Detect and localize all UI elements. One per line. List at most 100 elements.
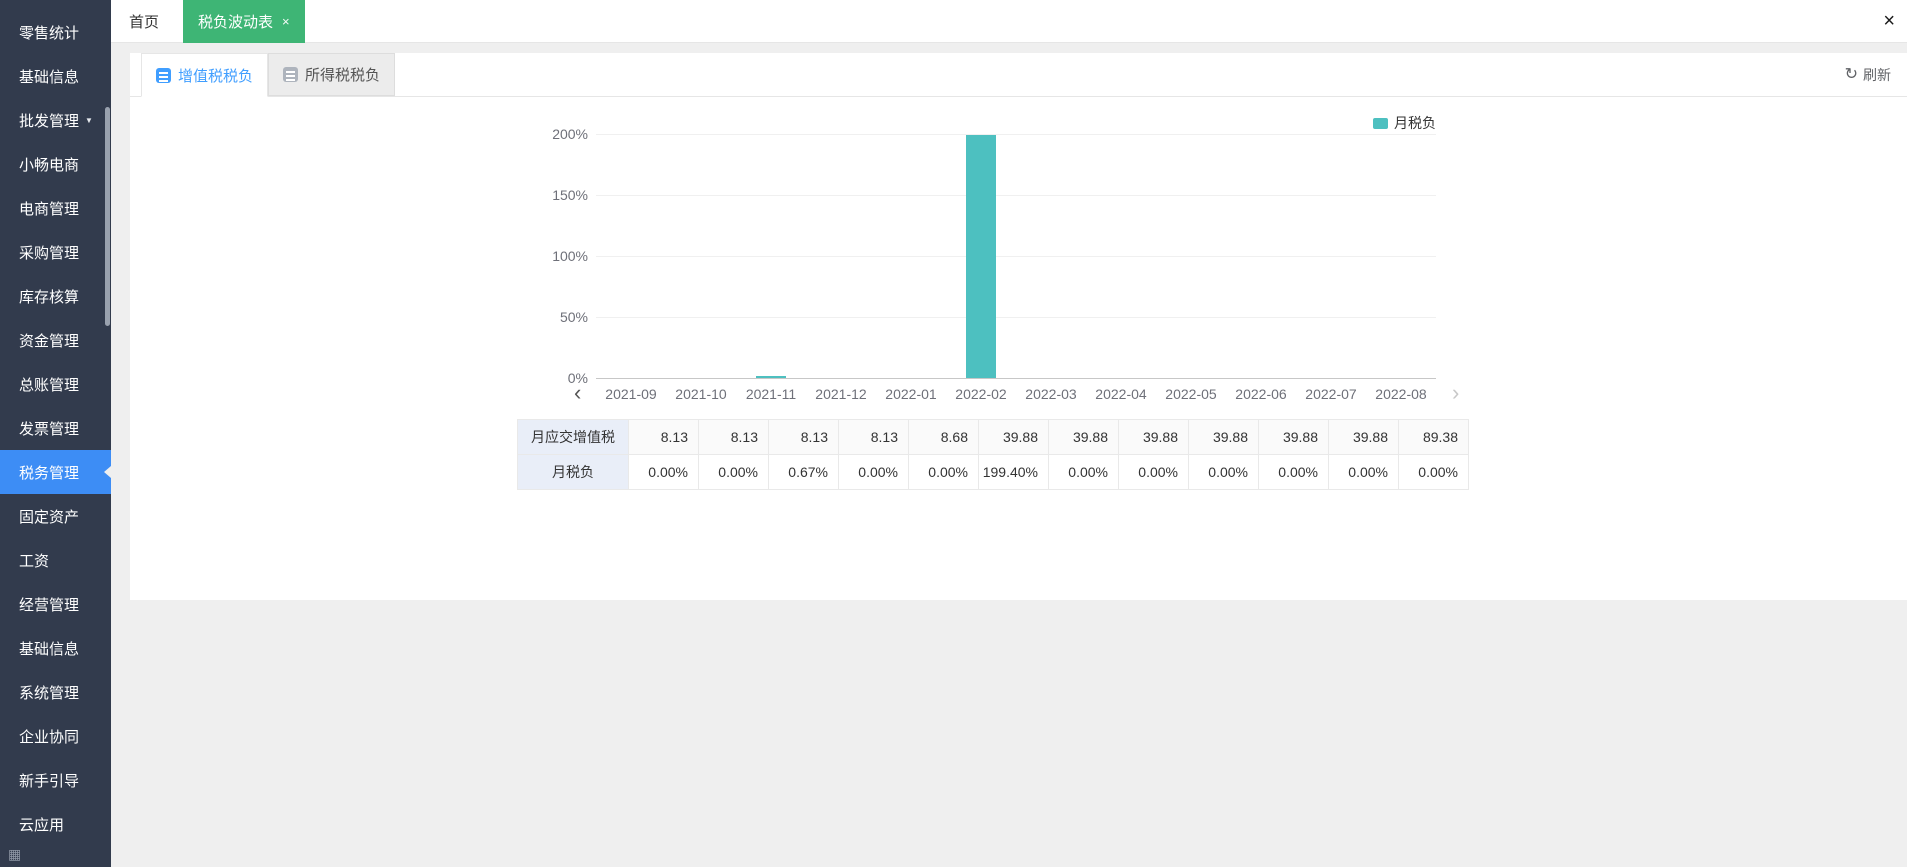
gridline (596, 256, 1436, 257)
chart-next-icon[interactable]: › (1452, 380, 1460, 405)
table-row-monthly-vat-payable: 月应交增值税 8.13 8.13 8.13 8.13 8.68 39.88 39.88 39.8… (517, 419, 1469, 455)
gridline (596, 195, 1436, 196)
table-cell: 8.13 (838, 419, 909, 455)
sidebar-item-label: 电商管理 (19, 200, 80, 218)
bar-2021-11[interactable] (756, 376, 786, 378)
x-axis-label: 2022-08 (1375, 386, 1427, 402)
sidebar-item-label: 云应用 (19, 816, 65, 834)
tab-vat-tax-burden[interactable]: 增值税税负 (141, 53, 269, 97)
sidebar-item-label: 基础信息 (19, 640, 80, 658)
sidebar-item-inventory-accounting[interactable]: 库存核算 (0, 274, 111, 318)
tab-close-icon[interactable]: × (282, 13, 290, 29)
table-cell: 39.88 (978, 419, 1049, 455)
table-cell: 0.00% (628, 454, 699, 490)
sidebar-item-wholesale-management[interactable]: 批发管理 ▼ (0, 98, 111, 142)
table-cell: 0.00% (1398, 454, 1469, 490)
chart-prev-icon[interactable]: ‹ (574, 380, 582, 405)
legend-label: 月税负 (1394, 115, 1436, 131)
sidebar-item-label: 零售统计 (19, 24, 80, 42)
sidebar-item-retail-statistics[interactable]: 零售统计 (0, 10, 111, 54)
sidebar-item-label: 小畅电商 (19, 156, 80, 174)
sidebar-item-label: 资金管理 (19, 332, 80, 350)
chevron-down-icon: ▼ (85, 115, 93, 125)
sidebar-item-label: 系统管理 (19, 684, 80, 702)
y-axis-tick: 150% (552, 187, 588, 203)
table-cell: 39.88 (1188, 419, 1259, 455)
content-area: 增值税税负 所得税税负 ↻ 刷新 月税负 ‹ › 0% 50% 100% 150% (111, 43, 1907, 867)
sidebar-item-label: 固定资产 (19, 508, 80, 526)
chart-legend[interactable]: 月税负 (1373, 113, 1436, 133)
table-cell: 8.68 (908, 419, 979, 455)
table-cell: 8.13 (698, 419, 769, 455)
sidebar-item-xiaochang-ecommerce[interactable]: 小畅电商 (0, 142, 111, 186)
sidebar-item-label: 采购管理 (19, 244, 80, 262)
sidebar-item-tax-management[interactable]: 税务管理 (0, 450, 111, 494)
table-cell: 0.00% (1188, 454, 1259, 490)
sidebar-item-system-management[interactable]: 系统管理 (0, 670, 111, 714)
x-axis-label: 2021-09 (605, 386, 657, 402)
table-cell: 39.88 (1048, 419, 1119, 455)
table-cell: 199.40% (978, 454, 1049, 490)
tab-income-tax-burden[interactable]: 所得税税负 (268, 53, 396, 96)
grid-menu-icon[interactable]: ▦ (8, 846, 22, 862)
tab-home[interactable]: 首页 (129, 13, 160, 31)
sidebar-item-funds-management[interactable]: 资金管理 (0, 318, 111, 362)
sidebar-item-fixed-assets[interactable]: 固定资产 (0, 494, 111, 538)
sidebar-item-label: 批发管理 (19, 112, 80, 130)
table-cell: 39.88 (1258, 419, 1329, 455)
sidebar-item-label: 工资 (19, 552, 50, 570)
income-table-icon (283, 67, 299, 82)
row-header: 月应交增值税 (517, 419, 629, 455)
sidebar-menu: 零售统计 基础信息 批发管理 ▼ 小畅电商 电商管理 采购管理 库存核算 资金管理 总账管理 发票管… (0, 0, 111, 846)
sidebar: 零售统计 基础信息 批发管理 ▼ 小畅电商 电商管理 采购管理 库存核算 资金管理 总账管理 发票管… (0, 0, 111, 867)
sidebar-item-label: 经营管理 (19, 596, 80, 614)
sidebar-item-label: 税务管理 (19, 464, 80, 482)
sidebar-item-cloud-apps[interactable]: 云应用 (0, 802, 111, 846)
x-axis-label: 2021-12 (815, 386, 867, 402)
y-axis-tick: 50% (559, 309, 588, 325)
sidebar-item-enterprise-collaboration[interactable]: 企业协同 (0, 714, 111, 758)
table-cell: 0.00% (1118, 454, 1189, 490)
table-cell: 0.00% (698, 454, 769, 490)
table-cell: 0.00% (1048, 454, 1119, 490)
sidebar-item-general-ledger[interactable]: 总账管理 (0, 362, 111, 406)
sidebar-item-ecommerce-management[interactable]: 电商管理 (0, 186, 111, 230)
sidebar-item-basic-information-2[interactable]: 基础信息 (0, 626, 111, 670)
table-cell: 0.00% (1328, 454, 1399, 490)
panel-tabs: 增值税税负 所得税税负 ↻ 刷新 (130, 53, 1907, 97)
tab-vat-label: 增值税税负 (178, 67, 254, 85)
tab-tax-fluctuation[interactable]: 税负波动表 × (183, 0, 305, 43)
table-cell: 0.00% (838, 454, 909, 490)
y-axis-tick: 0% (567, 370, 588, 386)
sidebar-item-business-management[interactable]: 经营管理 (0, 582, 111, 626)
x-axis-label: 2021-11 (745, 386, 797, 402)
sidebar-item-payroll[interactable]: 工资 (0, 538, 111, 582)
tab-bar: 首页 税负波动表 × × (111, 0, 1907, 43)
table-cell: 8.13 (628, 419, 699, 455)
refresh-icon: ↻ (1844, 66, 1858, 83)
sidebar-item-beginner-guide[interactable]: 新手引导 (0, 758, 111, 802)
window-close-icon[interactable]: × (1883, 10, 1895, 32)
sidebar-item-purchase-management[interactable]: 采购管理 (0, 230, 111, 274)
y-axis-tick: 200% (552, 126, 588, 142)
sidebar-item-basic-information[interactable]: 基础信息 (0, 54, 111, 98)
x-axis-label: 2022-06 (1235, 386, 1287, 402)
sidebar-item-label: 新手引导 (19, 772, 80, 790)
tax-data-table: 月应交增值税 8.13 8.13 8.13 8.13 8.68 39.88 39.88 39.8… (517, 419, 1469, 490)
table-row-monthly-tax-burden: 月税负 0.00% 0.00% 0.67% 0.00% 0.00% 199.40% 0.00%… (517, 454, 1469, 490)
x-axis-label: 2021-10 (675, 386, 727, 402)
sidebar-scrollbar[interactable] (105, 107, 110, 326)
refresh-button[interactable]: ↻ 刷新 (1845, 53, 1891, 97)
sidebar-item-invoice-management[interactable]: 发票管理 (0, 406, 111, 450)
x-axis-label: 2022-07 (1305, 386, 1357, 402)
x-axis-label: 2022-01 (885, 386, 937, 402)
bar-2022-02[interactable] (966, 135, 996, 378)
table-cell: 0.67% (768, 454, 839, 490)
sidebar-item-label: 库存核算 (19, 288, 80, 306)
x-axis-label: 2022-04 (1095, 386, 1147, 402)
x-axis-label: 2022-03 (1025, 386, 1077, 402)
table-cell: 39.88 (1328, 419, 1399, 455)
sidebar-item-label: 基础信息 (19, 68, 80, 86)
table-cell: 89.38 (1398, 419, 1469, 455)
gridline (596, 317, 1436, 318)
